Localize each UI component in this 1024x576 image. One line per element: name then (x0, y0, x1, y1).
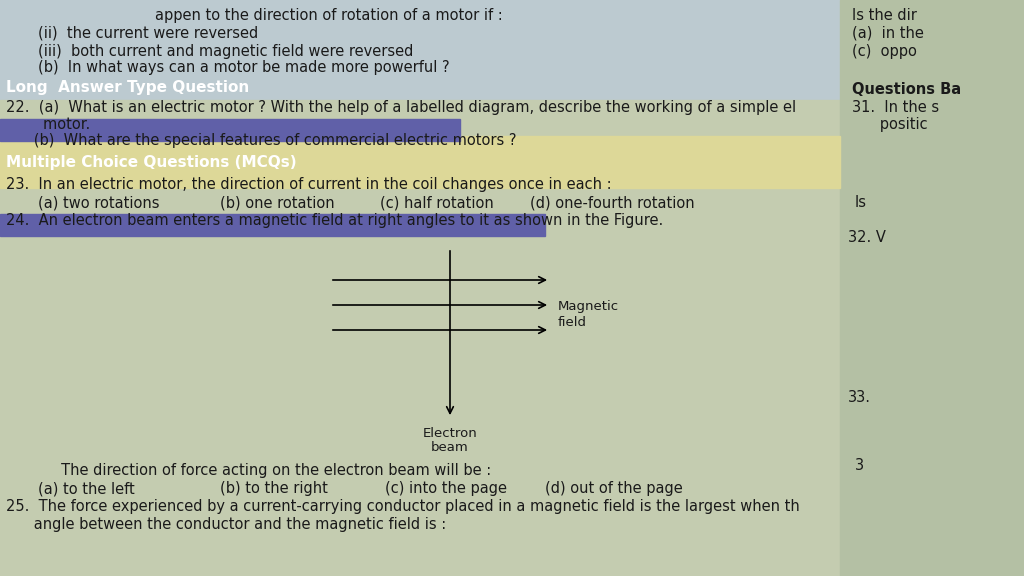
Text: motor.: motor. (6, 117, 90, 132)
Text: 3: 3 (855, 458, 864, 473)
Text: (c) into the page: (c) into the page (385, 481, 507, 496)
Bar (0, 214, 545, 236)
Text: Questions Ba: Questions Ba (852, 82, 962, 97)
Text: (b)  In what ways can a motor be made more powerful ?: (b) In what ways can a motor be made mor… (38, 60, 450, 75)
Text: 32. V: 32. V (848, 230, 886, 245)
Text: field: field (558, 316, 587, 329)
Text: Is: Is (855, 195, 867, 210)
Text: 23.  In an electric motor, the direction of current in the coil changes once in : 23. In an electric motor, the direction … (6, 177, 611, 192)
Text: Long  Answer Type Question: Long Answer Type Question (6, 80, 249, 95)
Text: positic: positic (852, 117, 928, 132)
Text: (iii)  both current and magnetic field were reversed: (iii) both current and magnetic field we… (38, 44, 414, 59)
Text: (b) one rotation: (b) one rotation (220, 195, 335, 210)
Text: (a) two rotations: (a) two rotations (38, 195, 160, 210)
Text: 31.  In the s: 31. In the s (852, 100, 939, 115)
Text: 33.: 33. (848, 390, 871, 405)
Text: (a) to the left: (a) to the left (38, 481, 135, 496)
Text: (c)  oppo: (c) oppo (852, 44, 916, 59)
Text: (ii)  the current were reversed: (ii) the current were reversed (38, 26, 258, 41)
Bar (0, 0, 840, 101)
Text: The direction of force acting on the electron beam will be :: The direction of force acting on the ele… (38, 463, 492, 478)
Text: appen to the direction of rotation of a motor if :: appen to the direction of rotation of a … (155, 8, 503, 23)
Text: (b) to the right: (b) to the right (220, 481, 328, 496)
Text: (b)  What are the special features of commercial electric motors ?: (b) What are the special features of com… (6, 133, 516, 148)
Bar (0, 100, 840, 576)
Bar (0, 119, 460, 141)
Text: Multiple Choice Questions (MCQs): Multiple Choice Questions (MCQs) (6, 155, 297, 170)
Text: angle between the conductor and the magnetic field is :: angle between the conductor and the magn… (6, 517, 446, 532)
Bar (0, 136, 840, 188)
Text: (a)  in the: (a) in the (852, 26, 924, 41)
Text: 24.  An electron beam enters a magnetic field at right angles to it as shown in : 24. An electron beam enters a magnetic f… (6, 213, 664, 228)
Text: (c) half rotation: (c) half rotation (380, 195, 494, 210)
Text: Is the dir: Is the dir (852, 8, 916, 23)
Text: Magnetic: Magnetic (558, 300, 620, 313)
Text: 22.  (a)  What is an electric motor ? With the help of a labelled diagram, descr: 22. (a) What is an electric motor ? With… (6, 100, 796, 115)
Bar (840, 0, 1024, 576)
Text: (d) out of the page: (d) out of the page (545, 481, 683, 496)
Text: Electron: Electron (423, 427, 477, 440)
Text: beam: beam (431, 441, 469, 454)
Text: (d) one-fourth rotation: (d) one-fourth rotation (530, 195, 694, 210)
Text: 25.  The force experienced by a current-carrying conductor placed in a magnetic : 25. The force experienced by a current-c… (6, 499, 800, 514)
